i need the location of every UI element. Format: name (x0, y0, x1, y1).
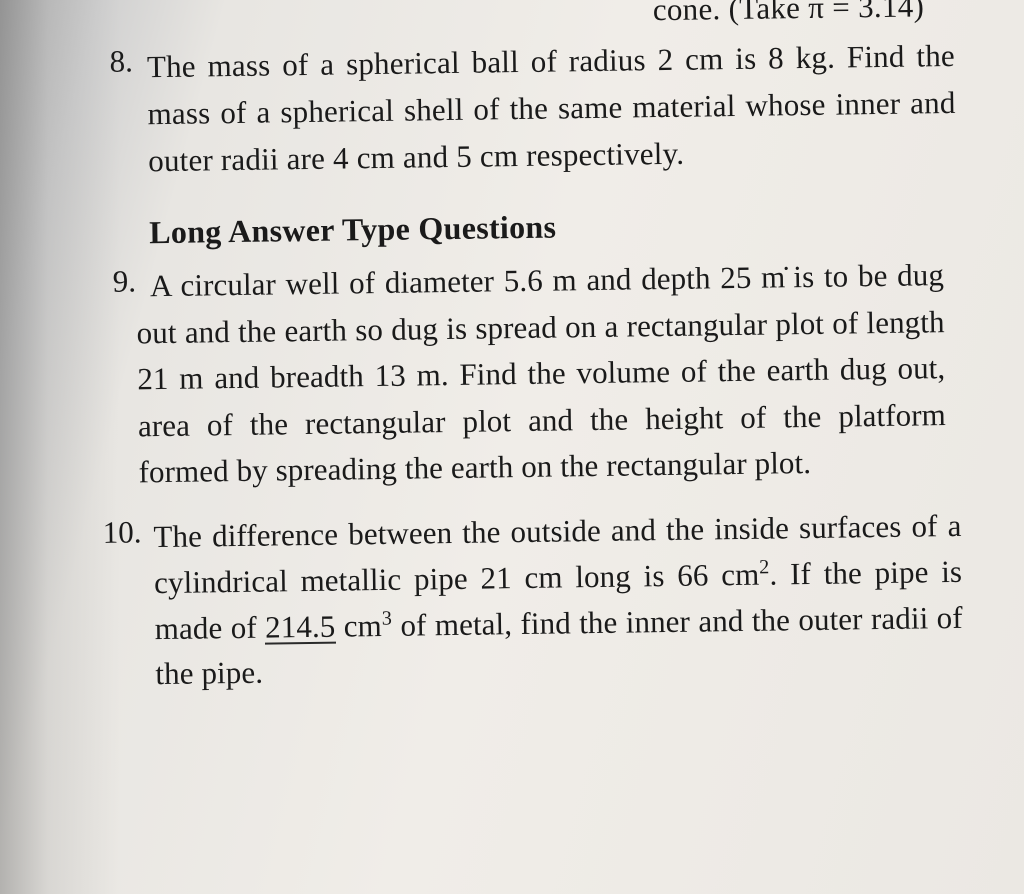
question-number: 10. (97, 514, 156, 698)
question-text: A circular well of diameter 5.6 m and de… (150, 252, 971, 496)
content-block: cone. (Take π = 3.14) 8. The mass of a s… (90, 0, 974, 698)
question-9: 9. A circular well of diameter 5.6 m and… (94, 252, 971, 497)
fragment-previous-question: cone. (Take π = 3.14) (90, 0, 964, 36)
question-8: 8. The mass of a spherical ball of radiu… (91, 32, 967, 186)
q10-sup2: 3 (382, 607, 392, 629)
page-container: cone. (Take π = 3.14) 8. The mass of a s… (0, 0, 1024, 698)
question-10: 10. The difference between the outside a… (97, 503, 973, 699)
question-text: The mass of a spherical ball of radius 2… (147, 32, 967, 185)
q10-text-after: cm (335, 608, 382, 644)
question-number: 8. (91, 43, 149, 185)
q10-underlined-value: 214.5 (265, 610, 336, 644)
section-heading: Long Answer Type Questions (149, 203, 967, 251)
q9-text-line1: A circular well of diameter 5.6 m and de… (150, 260, 796, 304)
question-text: The difference between the outside and t… (153, 503, 973, 698)
